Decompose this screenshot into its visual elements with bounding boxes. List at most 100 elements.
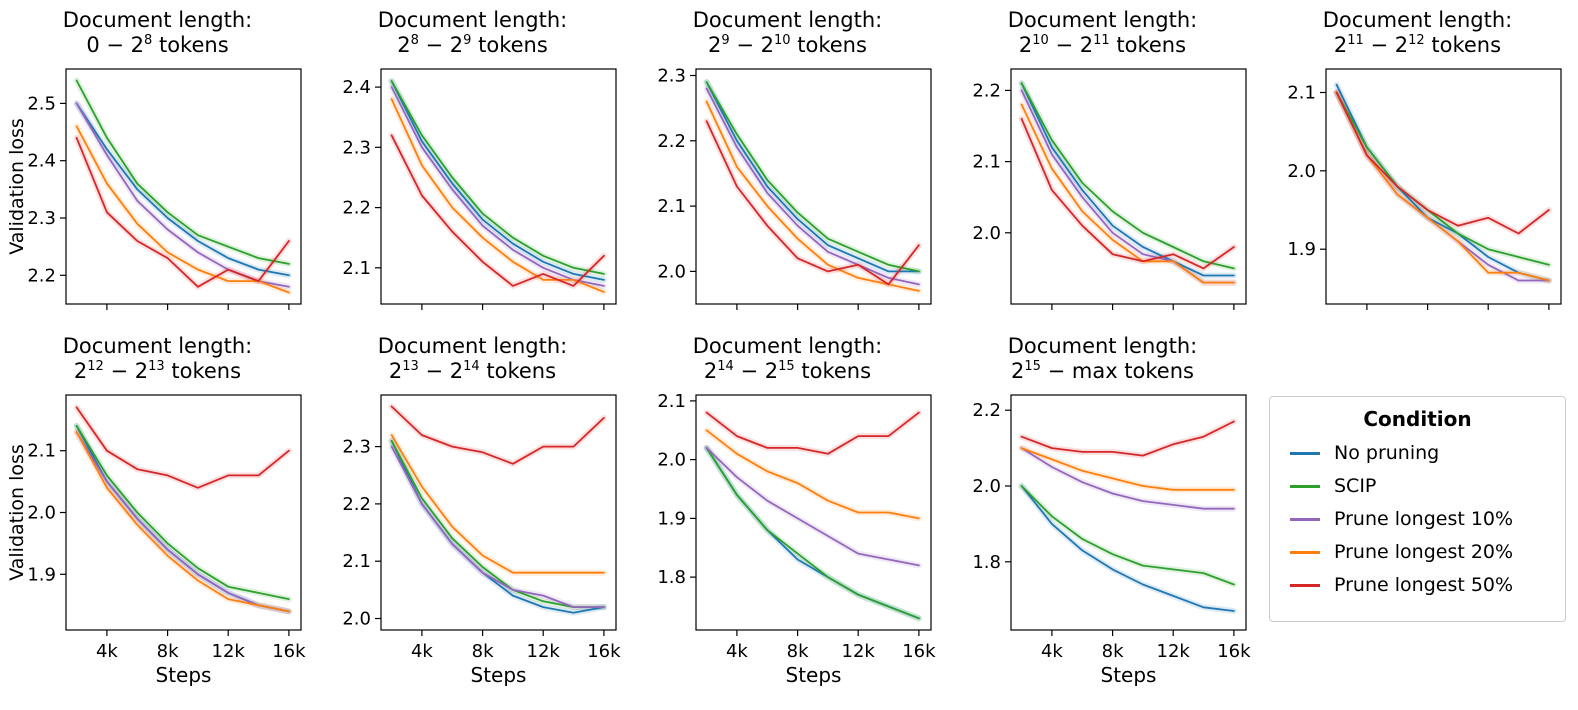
legend-swatch-no-pruning [1290,451,1320,455]
series-line-prune-longest-20 [75,125,290,294]
legend-label: No pruning [1334,442,1440,464]
subplot-title: Document length: 215 − max tokens [1007,334,1198,384]
legend-label: Prune longest 50% [1334,574,1514,596]
subplot-canvas: 1.8 2.0 2.2 4k 8k 12k 16k Steps [972,394,1251,686]
y-tick-label: 2.4 [342,77,371,98]
x-tick-label: 12k [841,641,875,662]
y-tick-label: 2.0 [342,609,371,630]
plot-frame [1009,394,1247,631]
series-line-prune-longest-10 [390,445,605,609]
series-line-prune-longest-50 [390,134,605,287]
y-tick-label: 2.2 [972,400,1001,421]
y-tick-label: 2.1 [342,258,371,279]
legend-entries: No pruning SCIP Prune longest 10% Prune lon… [1290,442,1545,596]
subplot-title: Document length: 213 − 214 tokens [377,334,568,384]
y-tick-label: 1.8 [972,552,1001,573]
series-band-prune-longest-50 [1018,418,1237,459]
series-band-prune-longest-20 [73,429,292,615]
y-tick-label: 1.9 [27,564,56,585]
x-tick-label: 4k [1040,641,1062,662]
subplot-6: Document length: 212 − 213 tokens 1.9 2.0 2.… [0,334,315,710]
series-line-scip [705,447,920,620]
series-line-scip [75,79,290,265]
y-tick-label: 2.0 [972,476,1001,497]
series-band-scip [703,444,922,622]
legend-swatch-prune-longest-20 [1290,550,1320,554]
series-line-prune-longest-50 [390,405,605,465]
series-line-prune-longest-20 [1020,447,1235,491]
series-line-no-pruning [705,81,920,273]
series-band-prune-longest-50 [1333,89,1552,237]
y-tick-label: 2.0 [972,223,1001,244]
y-tick-label: 2.0 [27,503,56,524]
y-tick-label: 2.1 [342,551,371,572]
series-band-prune-longest-10 [1333,89,1552,284]
series-line-prune-longest-50 [705,411,920,455]
y-axis-label: Validation loss [8,444,28,581]
series-line-prune-longest-50 [1335,91,1550,235]
subplot-canvas: 2.0 2.1 2.2 2.3 4k 8k 12k 16k Steps [342,394,621,686]
x-tick-label: 8k [1101,641,1123,662]
x-tick-label: 4k [725,641,747,662]
series-line-prune-longest-10 [705,87,920,286]
x-tick-label: 16k [902,641,936,662]
y-tick-label: 2.1 [657,391,686,412]
legend: Condition No pruning SCIP Prune longest 10… [1269,396,1566,622]
series-line-prune-longest-50 [1020,117,1235,270]
y-tick-label: 2.2 [342,494,371,515]
subplot-title: Document length: 210 − 211 tokens [1007,8,1198,58]
series-line-prune-longest-50 [1020,420,1235,457]
y-tick-label: 2.0 [657,261,686,282]
series-band-prune-longest-50 [388,132,607,289]
y-tick-label: 2.4 [27,151,56,172]
series-band-prune-longest-10 [703,444,922,569]
legend-entry-scip: SCIP [1290,475,1545,497]
legend-swatch-prune-longest-50 [1290,583,1320,587]
y-tick-label: 2.0 [1287,161,1316,182]
subplot-7: Document length: 213 − 214 tokens 2.0 2.1 2.… [315,334,630,710]
y-tick-label: 2.3 [657,66,686,87]
series-line-no-pruning [390,80,605,281]
series-line-scip [1020,82,1235,270]
plot-frame [1009,68,1247,305]
subplot-title: Document length: 211 − 212 tokens [1322,8,1513,58]
subplot-1: Document length: 0 − 28 tokens 2.2 2.3 2.4 2.… [0,8,315,334]
series-line-scip [390,80,605,275]
series-band-scip [1018,483,1237,588]
x-tick-label: 8k [786,641,808,662]
subplot-canvas: 2.0 2.1 2.2 [972,68,1247,310]
x-tick-label: 8k [156,641,178,662]
series-band-no-pruning [1333,81,1552,284]
y-tick-label: 2.2 [27,265,56,286]
series-line-prune-longest-10 [1335,91,1550,282]
y-tick-label: 2.3 [342,437,371,458]
series-band-no-pruning [1018,483,1237,614]
series-line-prune-longest-20 [705,429,920,520]
subplot-canvas: 2.1 2.2 2.3 2.4 [342,68,617,310]
y-tick-label: 2.2 [342,198,371,219]
series-band-scip [388,78,607,277]
y-tick-label: 2.1 [1287,83,1316,104]
series-line-prune-longest-20 [390,98,605,293]
y-tick-label: 2.3 [342,137,371,158]
legend-entry-no-pruning: No pruning [1290,442,1545,464]
subplot-title: Document length: 0 − 28 tokens [62,8,253,58]
x-tick-label: 16k [1217,641,1251,662]
series-line-prune-longest-20 [705,100,920,292]
subplot-title: Document length: 212 − 213 tokens [62,334,253,384]
plot-frame [1324,68,1562,305]
series-band-prune-longest-50 [703,409,922,457]
x-axis-label: Steps [785,663,841,686]
x-axis-label: Steps [470,663,526,686]
subplot-2: Document length: 28 − 29 tokens 2.1 2.2 2.3 2… [315,8,630,334]
subplot-title: Document length: 28 − 29 tokens [377,8,568,58]
plot-frame [694,68,932,305]
series-line-prune-longest-10 [1020,447,1235,510]
series-band-no-pruning [388,437,607,616]
series-line-prune-longest-10 [390,86,605,287]
y-tick-label: 1.8 [657,567,686,588]
subplot-9: Document length: 215 − max tokens 1.8 2.0 2.… [945,334,1260,710]
legend-cell: Condition No pruning SCIP Prune longest 10… [1260,334,1575,710]
y-tick-label: 2.2 [972,80,1001,101]
y-tick-label: 2.3 [27,208,56,229]
